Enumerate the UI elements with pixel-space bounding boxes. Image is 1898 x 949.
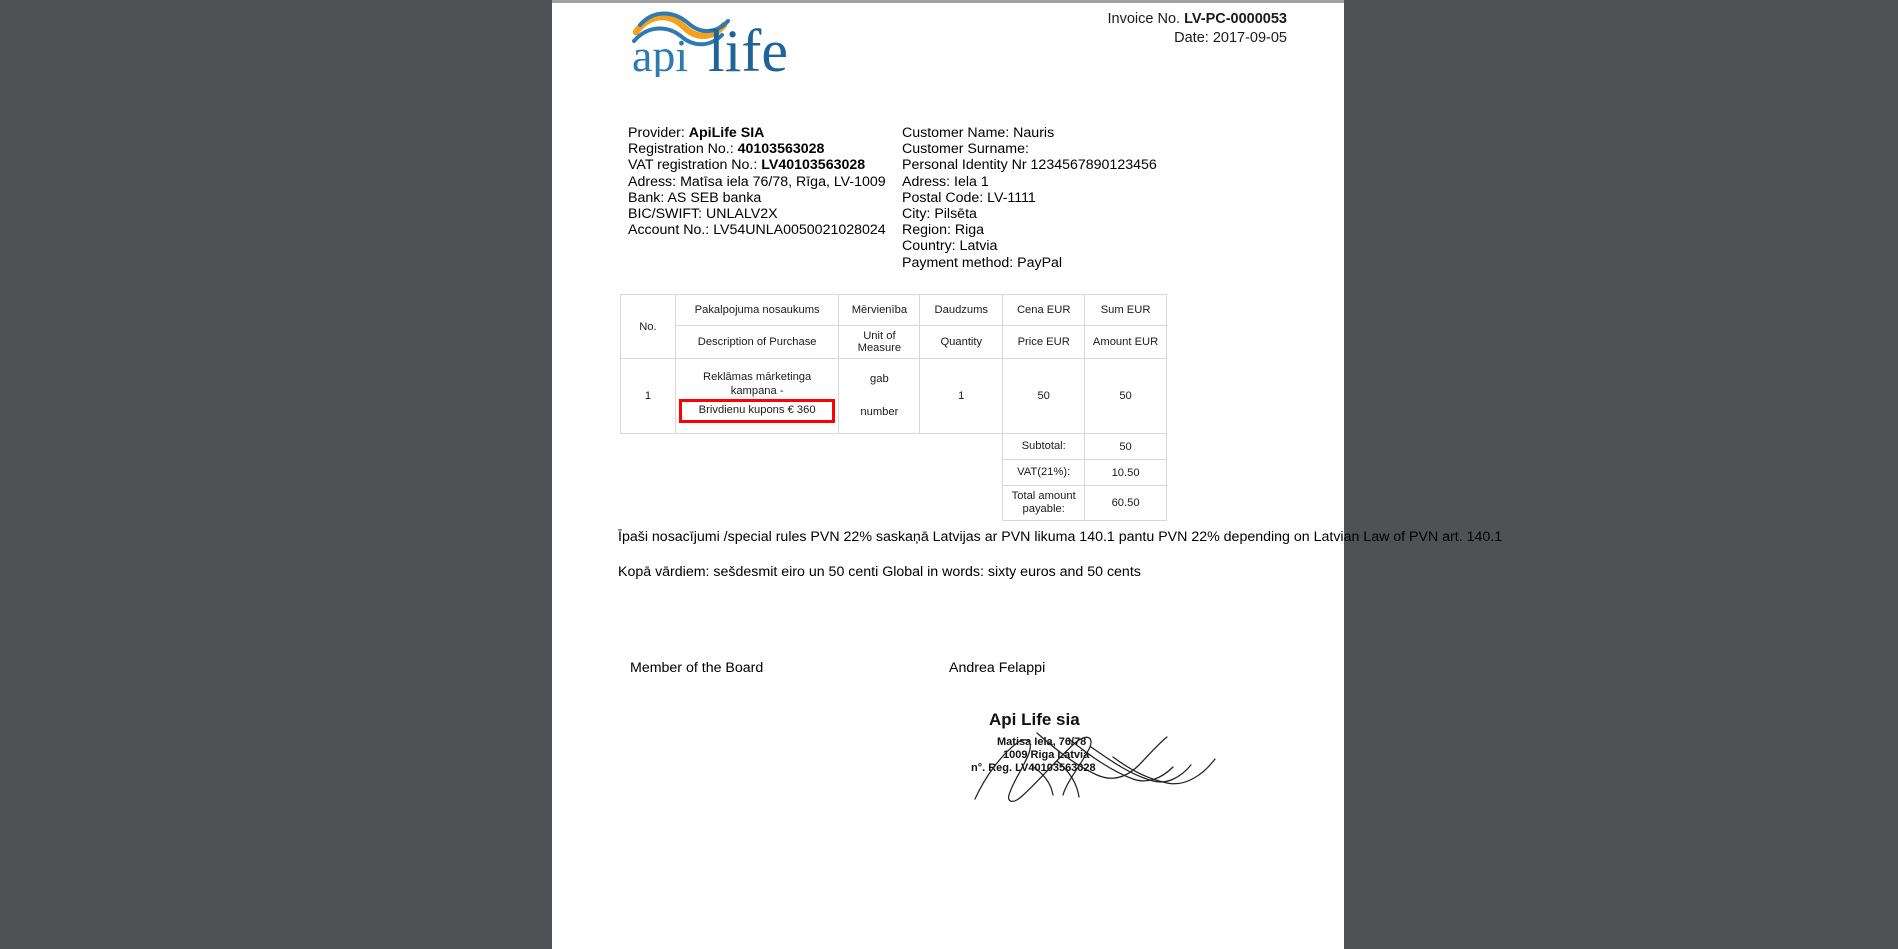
customer-name: Customer Name: Nauris (902, 125, 1055, 141)
vat-label: VAT(21%): (1002, 459, 1086, 486)
header-cell-no: No. (620, 294, 676, 359)
company-stamp: Api Life sia Matisa Iela, 76/78 1009 Rig… (971, 703, 1246, 808)
special-rules-title: Īpaši nosacījumi /special rules (618, 529, 807, 545)
special-rules-en: PVN 22% depending on Latvian Law of PVN … (1158, 529, 1503, 545)
invoice-date-line: Date: 2017-09-05 (1174, 30, 1287, 46)
invoice-number-value: LV-PC-0000053 (1184, 11, 1287, 27)
svg-text:api: api (632, 30, 688, 77)
total-value: 60.50 (1084, 485, 1167, 521)
handwritten-signature (974, 732, 1216, 802)
item-no: 1 (620, 358, 676, 434)
provider-account-label: Account No.: (628, 222, 710, 239)
invoice-number-label: Invoice No. (1107, 11, 1181, 27)
provider-name-value: ApiLife SIA (688, 125, 765, 141)
vat-value: 10.50 (1084, 459, 1167, 486)
notes-section: Īpaši nosacījumi /special rules PVN 22% … (618, 529, 1502, 581)
invoice-number-line: Invoice No. LV-PC-0000053 (1108, 10, 1287, 29)
customer-country: Country: Latvia (902, 238, 998, 255)
total-row: Total amount payable: 60.50 (621, 485, 1167, 521)
provider-regno-label: Registration No.: (628, 141, 734, 158)
table-header-row-en: Description of Purchase Unit of Measure … (621, 325, 1167, 359)
item-description-highlight: Brivdienu kupons € 360 (678, 398, 836, 423)
stamp-reg-line: n°. Reg. LV40103563028 (971, 762, 1096, 774)
special-rules-lv: PVN 22% saskaņā Latvijas ar PVN likuma 1… (810, 529, 1155, 545)
signature-name: Andrea Felappi (949, 660, 1046, 676)
table-header-row-lv: No. Pakalpojuma nosaukums Mērvienība Dau… (620, 294, 1167, 359)
header-cell-unit-en: Unit of Measure (838, 325, 921, 359)
customer-surname: Customer Surname: (902, 141, 1029, 158)
table-row: 1 Reklāmas mārketinga kampana - Brivdien… (620, 358, 1167, 434)
provider-name-line: Provider: ApiLife SIA (628, 125, 886, 141)
provider-block: Provider: ApiLife SIA Registration No.: … (628, 125, 886, 238)
parties-section: Provider: ApiLife SIA Registration No.: … (552, 125, 1344, 285)
provider-bank-line: Bank: AS SEB banka (628, 190, 886, 206)
customer-personal-id: Personal Identity Nr 1234567890123456 (902, 157, 1157, 174)
header-cell-sum-lv: Sum EUR (1084, 294, 1167, 326)
header-cell-unit-lv: Mērvienība (838, 294, 921, 326)
provider-swift-value: UNLALV2X (706, 206, 778, 223)
provider-vat-line: VAT registration No.: LV40103563028 (628, 157, 886, 173)
amount-in-words-lv: Kopā vārdiem: sešdesmit eiro un 50 centi (618, 563, 879, 580)
amount-in-words-en: Global in words: sixty euros and 50 cent… (882, 563, 1141, 580)
header-cell-desc-en: Description of Purchase (674, 325, 840, 359)
provider-account-value: LV54UNLA0050021028024 (713, 222, 886, 239)
provider-name-label: Provider: (628, 125, 685, 141)
item-unit-lv: gab (870, 373, 889, 385)
provider-regno-value: 40103563028 (737, 141, 825, 158)
provider-address-label: Adress: (628, 173, 677, 190)
totals-spacer (621, 434, 1003, 542)
stamp-company-text: Api Life sia (989, 710, 1080, 729)
stamp-address-line2: 1009 Riga Latvia (1003, 749, 1090, 761)
subtotal-row: Subtotal: 50 (621, 433, 1167, 460)
item-amount: 50 (1084, 358, 1167, 434)
customer-postal-code: Postal Code: LV-1111 (902, 189, 1036, 206)
customer-city: City: Pilsēta (902, 206, 977, 223)
header-cell-desc-lv: Pakalpojuma nosaukums (674, 294, 840, 326)
notes-spacer (618, 547, 1502, 564)
item-description: Reklāmas mārketinga kampana - Brivdienu … (674, 358, 840, 434)
customer-region: Region: Riga (902, 222, 985, 239)
apilife-logo: api life (630, 5, 840, 77)
header-cell-qty-en: Quantity (919, 325, 1004, 359)
stamp-address-line1: Matisa Iela, 76/78 (997, 736, 1086, 748)
provider-regno-line: Registration No.: 40103563028 (628, 141, 886, 157)
provider-vat-label: VAT registration No.: (628, 157, 758, 174)
provider-vat-value: LV40103563028 (761, 157, 866, 174)
item-unit: gab number (838, 358, 921, 434)
subtotal-value: 50 (1084, 433, 1167, 460)
svg-text:life: life (708, 18, 788, 77)
invoice-page: api life Invoice No. LV-PC-0000053 Date:… (552, 0, 1502, 949)
invoice-meta: Invoice No. LV-PC-0000053 Date: 2017-09-… (1108, 10, 1287, 48)
provider-swift-label: BIC/SWIFT: (628, 206, 703, 223)
provider-address-line: Adress: Matīsa iela 76/78, Rīga, LV-1009 (628, 174, 886, 190)
signature-role-label: Member of the Board (630, 660, 764, 676)
customer-address: Adress: Iela 1 (902, 173, 989, 190)
item-description-text: Reklāmas mārketinga kampana - (703, 370, 812, 397)
provider-swift-line: BIC/SWIFT: UNLALV2X (628, 206, 886, 222)
header-cell-qty-lv: Daudzums (919, 294, 1004, 326)
header-cell-price-en: Price EUR (1002, 325, 1086, 359)
subtotal-label: Subtotal: (1002, 433, 1086, 460)
total-label: Total amount payable: (1002, 485, 1086, 521)
provider-bank-value: AS SEB banka (667, 189, 762, 206)
customer-block: Customer Name: Nauris Customer Surname: … (902, 125, 1157, 271)
provider-bank-label: Bank: (628, 189, 665, 206)
provider-address-value: Matīsa iela 76/78, Rīga, LV-1009 (680, 173, 886, 190)
provider-account-line: Account No.: LV54UNLA0050021028024 (628, 222, 886, 238)
header-cell-sum-en: Amount EUR (1084, 325, 1167, 359)
customer-payment-method: Payment method: PayPal (902, 254, 1063, 271)
invoice-header: api life Invoice No. LV-PC-0000053 Date:… (552, 3, 1344, 103)
invoice-items-table: No. Pakalpojuma nosaukums Mērvienība Dau… (620, 294, 1167, 542)
item-unit-en: number (860, 406, 899, 418)
item-quantity: 1 (919, 358, 1004, 434)
vat-row: VAT(21%): 10.50 (621, 459, 1167, 486)
header-cell-price-lv: Cena EUR (1002, 294, 1086, 326)
item-price: 50 (1002, 358, 1086, 434)
